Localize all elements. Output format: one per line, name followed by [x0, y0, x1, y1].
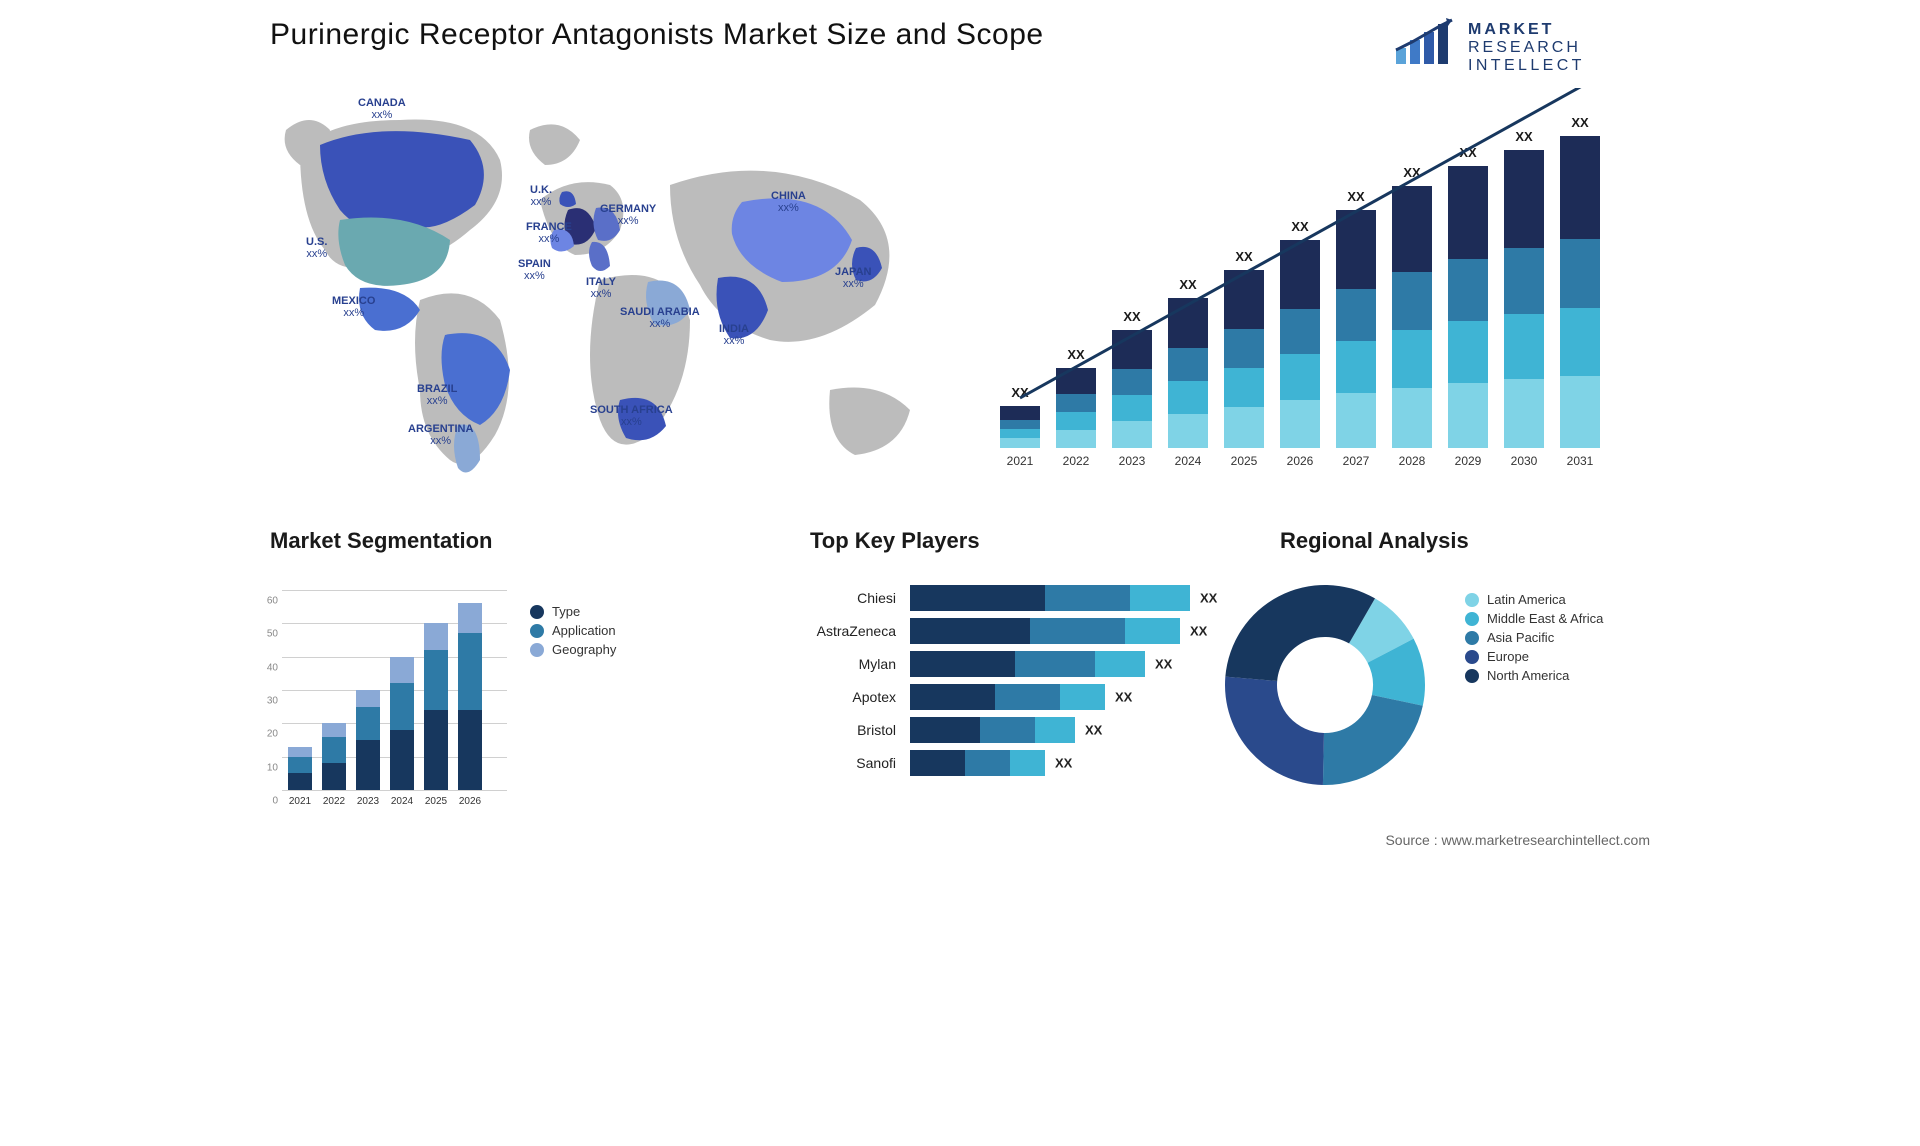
keyplayers-title: Top Key Players	[810, 528, 980, 554]
logo-line3: INTELLECT	[1468, 57, 1585, 74]
kp-value: XX	[1115, 690, 1132, 705]
brand-logo: MARKET RESEARCH INTELLECT	[1390, 14, 1650, 74]
regional-legend-item: North America	[1465, 668, 1603, 683]
regional-legend-item: Asia Pacific	[1465, 630, 1603, 645]
kp-value: XX	[1055, 756, 1072, 771]
map-region-italy	[589, 242, 610, 271]
seg-legend-item: Type	[530, 604, 616, 619]
segmentation-chart: 0102030405060202120222023202420252026	[282, 590, 507, 790]
seg-y-tick: 30	[267, 696, 282, 707]
donut-slice-north-america	[1225, 585, 1375, 681]
seg-x-tick: 2026	[459, 796, 481, 807]
map-label-germany: GERMANYxx%	[600, 203, 656, 227]
map-label-u-s-: U.S.xx%	[306, 236, 327, 260]
map-label-japan: JAPANxx%	[835, 266, 871, 290]
kp-value: XX	[1085, 723, 1102, 738]
seg-bar-2022: 2022	[322, 723, 346, 790]
logo-line2: RESEARCH	[1468, 39, 1581, 56]
seg-bar-2026: 2026	[458, 603, 482, 790]
map-label-china: CHINAxx%	[771, 190, 806, 214]
seg-legend-item: Application	[530, 623, 616, 638]
regional-legend-item: Europe	[1465, 649, 1603, 664]
logo-line1: MARKET	[1468, 21, 1554, 38]
logo-bars-icon	[1396, 18, 1452, 64]
map-label-mexico: MEXICOxx%	[332, 295, 375, 319]
seg-y-tick: 20	[267, 729, 282, 740]
map-label-india: INDIAxx%	[719, 323, 749, 347]
regional-legend-item: Latin America	[1465, 592, 1603, 607]
donut-slice-asia-pacific	[1323, 695, 1423, 785]
map-label-saudi-arabia: SAUDI ARABIAxx%	[620, 306, 700, 330]
seg-y-tick: 50	[267, 629, 282, 640]
seg-bar-2025: 2025	[424, 623, 448, 790]
source-text: Source : www.marketresearchintellect.com	[1385, 832, 1650, 848]
growth-chart: XX2021XX2022XX2023XX2024XX2025XX2026XX20…	[1000, 118, 1616, 448]
map-label-south-africa: SOUTH AFRICAxx%	[590, 404, 673, 428]
donut-slice-europe	[1225, 677, 1324, 785]
seg-y-tick: 0	[272, 796, 282, 807]
world-map: CANADAxx% U.S.xx% MEXICOxx% BRAZILxx% ARGENT…	[270, 90, 930, 490]
seg-bar-2021: 2021	[288, 747, 312, 790]
kp-label: Bristol	[857, 722, 896, 738]
growth-trend-arrow	[990, 88, 1646, 458]
map-label-brazil: BRAZILxx%	[417, 383, 457, 407]
map-label-france: FRANCExx%	[526, 221, 572, 245]
kp-label: Apotex	[852, 689, 896, 705]
kp-value: XX	[1200, 591, 1217, 606]
seg-x-tick: 2022	[323, 796, 345, 807]
kp-label: Mylan	[859, 656, 896, 672]
kp-label: Chiesi	[857, 590, 896, 606]
seg-x-tick: 2023	[357, 796, 379, 807]
map-label-u-k-: U.K.xx%	[530, 184, 552, 208]
kp-value: XX	[1190, 624, 1207, 639]
map-label-italy: ITALYxx%	[586, 276, 616, 300]
segmentation-legend: Type Application Geography	[530, 600, 616, 661]
map-label-spain: SPAINxx%	[518, 258, 551, 282]
regional-legend: Latin America Middle East & Africa Asia Pa…	[1465, 588, 1603, 687]
seg-y-tick: 10	[267, 762, 282, 773]
seg-bar-2023: 2023	[356, 690, 380, 790]
page-title: Purinergic Receptor Antagonists Market S…	[270, 18, 1044, 52]
kp-label: AstraZeneca	[817, 623, 896, 639]
seg-bar-2024: 2024	[390, 657, 414, 790]
seg-y-tick: 40	[267, 662, 282, 673]
map-label-canada: CANADAxx%	[358, 97, 406, 121]
seg-x-tick: 2021	[289, 796, 311, 807]
map-label-argentina: ARGENTINAxx%	[408, 423, 473, 447]
regional-legend-item: Middle East & Africa	[1465, 611, 1603, 626]
seg-legend-item: Geography	[530, 642, 616, 657]
seg-x-tick: 2025	[425, 796, 447, 807]
kp-label: Sanofi	[856, 755, 896, 771]
regional-donut-chart	[1221, 581, 1429, 789]
segmentation-title: Market Segmentation	[270, 528, 493, 554]
kp-value: XX	[1155, 657, 1172, 672]
seg-y-tick: 60	[267, 596, 282, 607]
regional-title: Regional Analysis	[1280, 528, 1469, 554]
seg-x-tick: 2024	[391, 796, 413, 807]
